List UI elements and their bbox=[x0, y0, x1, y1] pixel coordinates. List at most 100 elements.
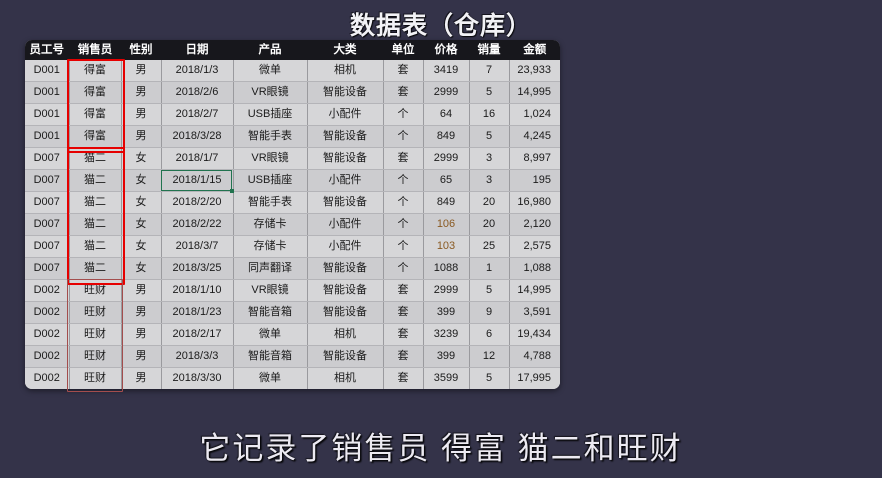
cell-employee-id[interactable]: D001 bbox=[25, 81, 70, 104]
cell-gender[interactable]: 女 bbox=[121, 257, 162, 280]
cell-date[interactable]: 2018/2/22 bbox=[161, 213, 234, 236]
cell-amount[interactable]: 8,997 bbox=[509, 147, 560, 170]
cell-category[interactable]: 智能设备 bbox=[307, 279, 384, 302]
cell-category[interactable]: 智能设备 bbox=[307, 257, 384, 280]
table-row[interactable]: D001 得富男 2018/1/3 微单 相机套 3419 7 23,933 bbox=[25, 60, 560, 82]
cell-employee-id[interactable]: D002 bbox=[25, 323, 70, 346]
cell-employee-id[interactable]: D002 bbox=[25, 301, 70, 324]
cell-amount[interactable]: 14,995 bbox=[509, 81, 560, 104]
cell-gender[interactable]: 男 bbox=[121, 367, 162, 389]
cell-gender[interactable]: 男 bbox=[121, 81, 162, 104]
cell-product[interactable]: 微单 bbox=[233, 60, 308, 82]
cell-product[interactable]: 存储卡 bbox=[233, 213, 308, 236]
cell-employee-id[interactable]: D001 bbox=[25, 60, 70, 82]
cell-unit[interactable]: 套 bbox=[383, 301, 424, 324]
cell-amount[interactable]: 3,591 bbox=[509, 301, 560, 324]
cell-product[interactable]: 存储卡 bbox=[233, 235, 308, 258]
cell-category[interactable]: 相机 bbox=[307, 323, 384, 346]
cell-price[interactable]: 849 bbox=[423, 125, 470, 148]
cell-quantity[interactable]: 3 bbox=[469, 147, 510, 170]
cell-category[interactable]: 小配件 bbox=[307, 235, 384, 258]
cell-date[interactable]: 2018/2/6 bbox=[161, 81, 234, 104]
cell-amount[interactable]: 2,120 bbox=[509, 213, 560, 236]
cell-product[interactable]: 智能手表 bbox=[233, 125, 308, 148]
table-row[interactable]: D001 得富男 2018/2/6 VR眼镜 智能设备套 2999 5 14,995 bbox=[25, 81, 560, 104]
cell-price[interactable]: 64 bbox=[423, 103, 470, 126]
cell-salesperson[interactable]: 旺财 bbox=[69, 301, 122, 324]
cell-date[interactable]: 2018/2/7 bbox=[161, 103, 234, 126]
cell-price[interactable]: 2999 bbox=[423, 147, 470, 170]
cell-category[interactable]: 小配件 bbox=[307, 213, 384, 236]
cell-date[interactable]: 2018/2/20 bbox=[161, 191, 234, 214]
cell-gender[interactable]: 女 bbox=[121, 191, 162, 214]
table-row[interactable]: D002 旺财男 2018/1/23 智能音箱 智能设备套 399 9 3,591 bbox=[25, 301, 560, 324]
cell-product[interactable]: 同声翻译 bbox=[233, 257, 308, 280]
cell-gender[interactable]: 女 bbox=[121, 169, 162, 192]
table-row[interactable]: D002 旺财男 2018/3/3 智能音箱 智能设备套 399 12 4,788 bbox=[25, 345, 560, 368]
column-header-salesperson[interactable]: 销售员 bbox=[69, 40, 122, 60]
column-header-amount[interactable]: 金额 bbox=[509, 40, 560, 60]
cell-product[interactable]: VR眼镜 bbox=[233, 279, 308, 302]
cell-gender[interactable]: 男 bbox=[121, 125, 162, 148]
table-row[interactable]: D002 旺财男 2018/2/17 微单 相机套 3239 6 19,434 bbox=[25, 323, 560, 346]
cell-price[interactable]: 2999 bbox=[423, 81, 470, 104]
cell-product[interactable]: 智能音箱 bbox=[233, 345, 308, 368]
cell-date[interactable]: 2018/1/10 bbox=[161, 279, 234, 302]
cell-amount[interactable]: 1,088 bbox=[509, 257, 560, 280]
table-row[interactable]: D007 猫二女 2018/3/25 同声翻译 智能设备个 1088 1 1,088 bbox=[25, 257, 560, 280]
cell-unit[interactable]: 个 bbox=[383, 169, 424, 192]
cell-quantity[interactable]: 9 bbox=[469, 301, 510, 324]
cell-gender[interactable]: 男 bbox=[121, 60, 162, 82]
cell-unit[interactable]: 个 bbox=[383, 235, 424, 258]
cell-price[interactable]: 1088 bbox=[423, 257, 470, 280]
table-row[interactable]: D001 得富男 2018/3/28 智能手表 智能设备个 849 5 4,245 bbox=[25, 125, 560, 148]
cell-amount[interactable]: 1,024 bbox=[509, 103, 560, 126]
cell-amount[interactable]: 195 bbox=[509, 169, 560, 192]
cell-salesperson[interactable]: 旺财 bbox=[69, 323, 122, 346]
cell-salesperson[interactable]: 得富 bbox=[69, 125, 122, 148]
cell-amount[interactable]: 23,933 bbox=[509, 60, 560, 82]
cell-salesperson[interactable]: 猫二 bbox=[69, 257, 122, 280]
cell-employee-id[interactable]: D007 bbox=[25, 147, 70, 170]
cell-employee-id[interactable]: D001 bbox=[25, 125, 70, 148]
cell-product[interactable]: USB插座 bbox=[233, 169, 308, 192]
cell-amount[interactable]: 2,575 bbox=[509, 235, 560, 258]
column-header-employee-id[interactable]: 员工号 bbox=[25, 40, 70, 60]
cell-price[interactable]: 849 bbox=[423, 191, 470, 214]
cell-employee-id[interactable]: D007 bbox=[25, 191, 70, 214]
column-header-category[interactable]: 大类 bbox=[307, 40, 384, 60]
table-row[interactable]: D007 猫二女 2018/3/7 存储卡 小配件个 103 25 2,575 bbox=[25, 235, 560, 258]
cell-category[interactable]: 智能设备 bbox=[307, 147, 384, 170]
table-row[interactable]: D007 猫二女 2018/2/20 智能手表 智能设备个 849 20 16,980 bbox=[25, 191, 560, 214]
cell-category[interactable]: 相机 bbox=[307, 60, 384, 82]
cell-quantity[interactable]: 25 bbox=[469, 235, 510, 258]
table-row[interactable]: D002 旺财男 2018/3/30 微单 相机套 3599 5 17,995 bbox=[25, 367, 560, 389]
cell-product[interactable]: USB插座 bbox=[233, 103, 308, 126]
cell-quantity[interactable]: 5 bbox=[469, 125, 510, 148]
cell-amount[interactable]: 14,995 bbox=[509, 279, 560, 302]
cell-gender[interactable]: 男 bbox=[121, 301, 162, 324]
column-header-quantity[interactable]: 销量 bbox=[469, 40, 510, 60]
cell-price[interactable]: 3599 bbox=[423, 367, 470, 389]
cell-product[interactable]: 微单 bbox=[233, 323, 308, 346]
cell-price[interactable]: 106 bbox=[423, 213, 470, 236]
cell-amount[interactable]: 16,980 bbox=[509, 191, 560, 214]
cell-quantity[interactable]: 3 bbox=[469, 169, 510, 192]
column-header-unit[interactable]: 单位 bbox=[383, 40, 424, 60]
cell-quantity[interactable]: 12 bbox=[469, 345, 510, 368]
cell-price[interactable]: 3239 bbox=[423, 323, 470, 346]
cell-gender[interactable]: 男 bbox=[121, 323, 162, 346]
column-header-price[interactable]: 价格 bbox=[423, 40, 470, 60]
cell-price[interactable]: 399 bbox=[423, 301, 470, 324]
cell-salesperson[interactable]: 旺财 bbox=[69, 279, 122, 302]
cell-gender[interactable]: 男 bbox=[121, 279, 162, 302]
cell-unit[interactable]: 套 bbox=[383, 81, 424, 104]
cell-category[interactable]: 智能设备 bbox=[307, 125, 384, 148]
cell-date[interactable]: 2018/3/3 bbox=[161, 345, 234, 368]
cell-amount[interactable]: 4,245 bbox=[509, 125, 560, 148]
cell-quantity[interactable]: 5 bbox=[469, 81, 510, 104]
cell-salesperson[interactable]: 旺财 bbox=[69, 367, 122, 389]
cell-gender[interactable]: 女 bbox=[121, 147, 162, 170]
cell-salesperson[interactable]: 猫二 bbox=[69, 235, 122, 258]
cell-quantity[interactable]: 5 bbox=[469, 279, 510, 302]
